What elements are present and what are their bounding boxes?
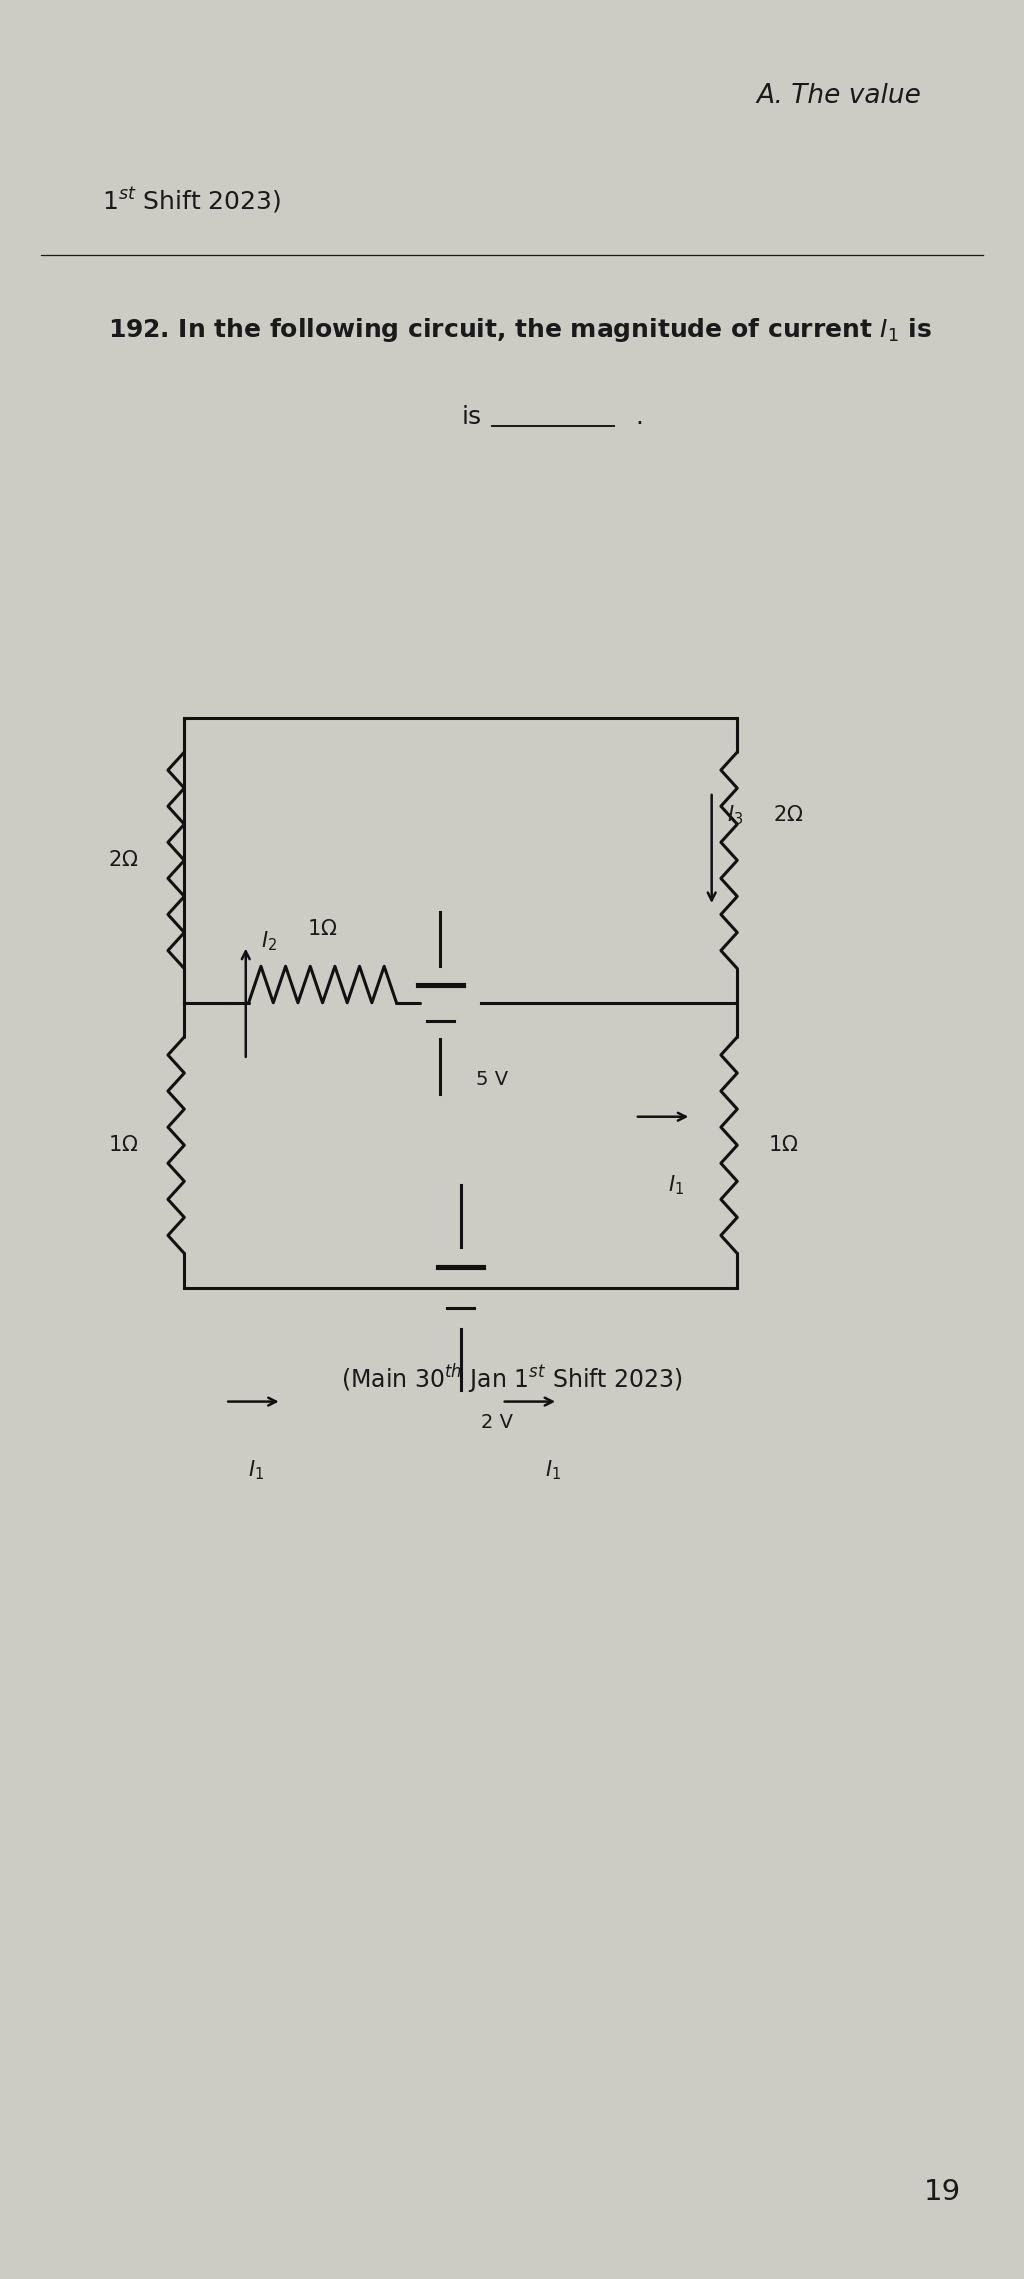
Text: 1$\Omega$: 1$\Omega$: [108, 1135, 138, 1155]
Text: (Main 30$^{th}$ Jan 1$^{st}$ Shift 2023): (Main 30$^{th}$ Jan 1$^{st}$ Shift 2023): [341, 1363, 683, 1395]
Text: 2$\Omega$: 2$\Omega$: [108, 850, 138, 871]
Text: 5 V: 5 V: [476, 1071, 508, 1089]
Text: $I_1$: $I_1$: [668, 1174, 684, 1196]
Text: $I_2$: $I_2$: [261, 930, 278, 953]
Text: $I_1$: $I_1$: [545, 1459, 561, 1481]
Text: 1$\Omega$: 1$\Omega$: [768, 1135, 799, 1155]
Text: .: .: [635, 406, 643, 428]
Text: 2 V: 2 V: [481, 1413, 513, 1431]
Text: 192. In the following circuit, the magnitude of current $I_1$ is: 192. In the following circuit, the magni…: [108, 317, 932, 344]
Text: A. The value: A. The value: [757, 82, 922, 109]
Text: 19: 19: [924, 2179, 961, 2206]
Text: is: is: [461, 406, 481, 428]
Text: $I_1$: $I_1$: [248, 1459, 264, 1481]
Text: 1$\Omega$: 1$\Omega$: [307, 918, 338, 939]
Text: $I_3$: $I_3$: [727, 802, 743, 827]
Text: 1$^{st}$ Shift 2023): 1$^{st}$ Shift 2023): [102, 187, 282, 214]
Text: 2$\Omega$: 2$\Omega$: [773, 804, 804, 825]
